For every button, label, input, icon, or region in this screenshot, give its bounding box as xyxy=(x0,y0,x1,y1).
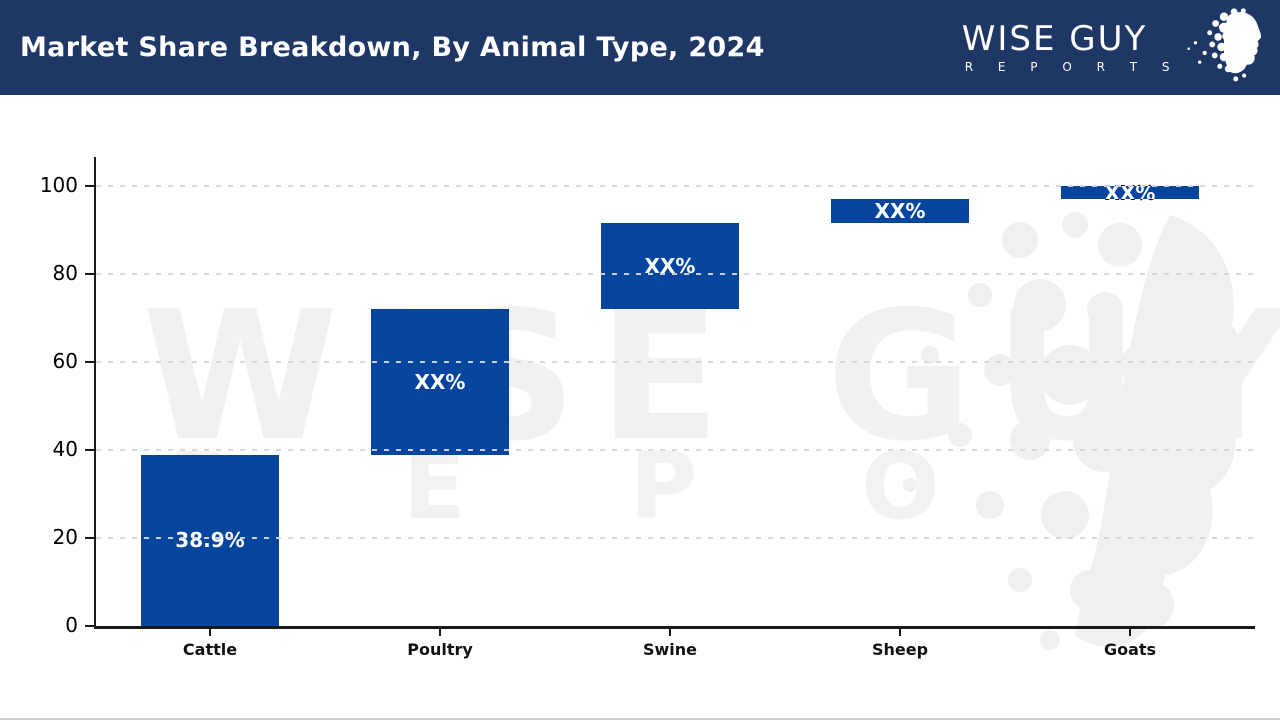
bar-label-goats: XX% xyxy=(1104,186,1156,200)
y-tick-label-100: 100 xyxy=(39,173,78,197)
bar-label-sheep: XX% xyxy=(874,199,926,224)
x-tick-sheep xyxy=(899,629,901,636)
x-tick-cattle xyxy=(209,629,211,636)
x-label-cattle: Cattle xyxy=(182,640,238,659)
y-tick-label-0: 0 xyxy=(65,613,78,637)
y-tick-0 xyxy=(85,625,94,627)
logo-text: WISE GUY R E P O R T S xyxy=(962,22,1180,74)
y-tick-20 xyxy=(85,537,94,539)
wise-guy-logo: WISE GUY R E P O R T S xyxy=(962,7,1266,89)
x-axis-line xyxy=(94,626,1255,629)
dotted-face-profile-icon xyxy=(1187,7,1262,81)
bar-poultry: XX% xyxy=(371,309,509,455)
gridline-20 xyxy=(96,537,1254,539)
x-tick-goats xyxy=(1129,629,1131,636)
bar-cattle: 38.9% xyxy=(141,454,279,626)
x-label-swine: Swine xyxy=(642,640,698,659)
page-title: Market Share Breakdown, By Animal Type, … xyxy=(20,32,765,63)
bar-swine: XX% xyxy=(601,223,739,310)
y-tick-60 xyxy=(85,361,94,363)
x-tick-poultry xyxy=(439,629,441,636)
bottom-hairline xyxy=(0,718,1280,720)
x-label-poultry: Poultry xyxy=(407,640,473,659)
header-bar: Market Share Breakdown, By Animal Type, … xyxy=(0,0,1280,95)
bar-label-cattle: 38.9% xyxy=(175,528,245,553)
watermark-face-dots xyxy=(903,212,1245,650)
y-axis-spine xyxy=(94,157,96,628)
y-tick-label-40: 40 xyxy=(52,437,78,461)
gridline-60 xyxy=(96,361,1254,363)
gridline-80 xyxy=(96,273,1254,275)
bar-goats: XX% xyxy=(1061,186,1199,200)
x-tick-swine xyxy=(669,629,671,636)
gridline-40 xyxy=(96,449,1254,451)
y-tick-label-20: 20 xyxy=(52,525,78,549)
y-tick-label-80: 80 xyxy=(52,261,78,285)
gridline-100 xyxy=(96,185,1254,187)
logo-subtitle: R E P O R T S xyxy=(964,59,1180,74)
y-tick-100 xyxy=(85,185,94,187)
bar-sheep: XX% xyxy=(831,199,969,224)
x-label-sheep: Sheep xyxy=(871,640,929,659)
x-label-goats: Goats xyxy=(1103,640,1157,659)
bar-label-poultry: XX% xyxy=(414,370,466,394)
y-tick-80 xyxy=(85,273,94,275)
chart-area: WISE GUY R E P O R T S 020406080100Cattl… xyxy=(0,95,1280,720)
y-tick-label-60: 60 xyxy=(52,349,78,373)
y-tick-40 xyxy=(85,449,94,451)
logo-wordmark: WISE GUY xyxy=(961,18,1148,59)
